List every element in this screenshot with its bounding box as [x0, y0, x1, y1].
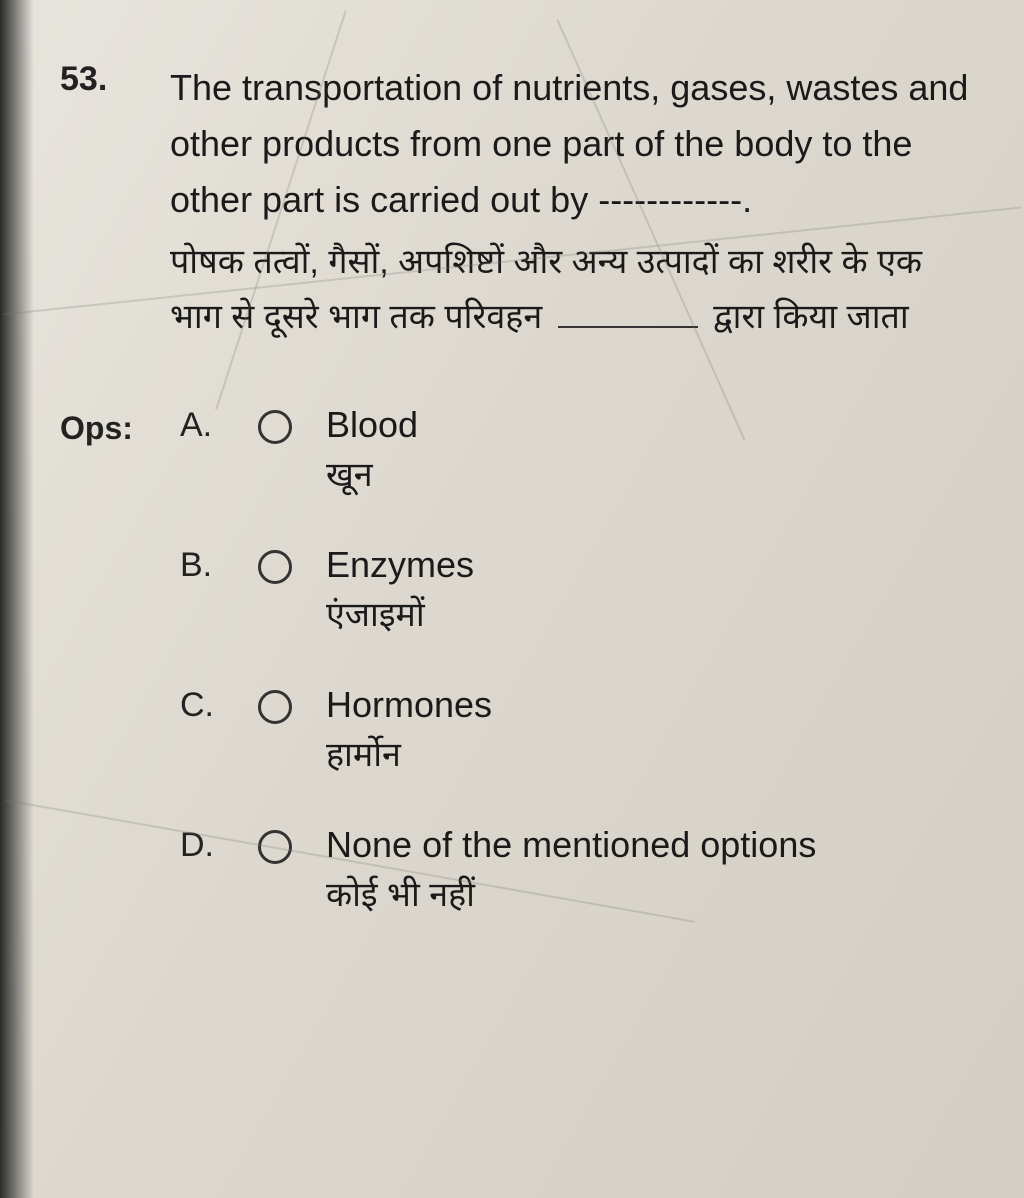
option-letter: A.: [180, 404, 224, 445]
radio-icon[interactable]: [258, 830, 292, 864]
option-c[interactable]: C. Hormones हार्मोन: [180, 684, 816, 776]
question-text-english: The transportation of nutrients, gases, …: [170, 60, 974, 227]
option-english: Hormones: [326, 684, 492, 726]
option-english: None of the mentioned options: [326, 824, 816, 866]
fill-blank: [558, 297, 698, 328]
option-hindi: हार्मोन: [326, 730, 492, 776]
option-english: Blood: [326, 404, 418, 446]
question-page: 53. The transportation of nutrients, gas…: [0, 0, 1024, 956]
option-a[interactable]: A. Blood खून: [180, 404, 816, 496]
question-number: 53.: [60, 60, 120, 99]
option-text: Hormones हार्मोन: [326, 684, 492, 776]
option-letter: D.: [180, 824, 224, 865]
radio-icon[interactable]: [258, 410, 292, 444]
option-hindi: कोई भी नहीं: [326, 870, 816, 916]
question-hindi-post: द्वारा किया जाता: [713, 298, 909, 336]
option-d[interactable]: D. None of the mentioned options कोई भी …: [180, 824, 816, 916]
option-hindi: एंजाइमों: [326, 590, 474, 636]
option-letter: B.: [180, 544, 224, 585]
option-hindi: खून: [326, 450, 418, 496]
option-letter: C.: [180, 684, 224, 725]
question-block: 53. The transportation of nutrients, gas…: [60, 60, 974, 344]
options-list: A. Blood खून B. Enzymes एंजाइमों C.: [180, 404, 816, 916]
options-section: Ops: A. Blood खून B. Enzymes एंजाइमों C: [60, 404, 974, 916]
option-text: Blood खून: [326, 404, 418, 496]
radio-icon[interactable]: [258, 550, 292, 584]
radio-icon[interactable]: [258, 690, 292, 724]
option-english: Enzymes: [326, 544, 474, 586]
option-text: None of the mentioned options कोई भी नही…: [326, 824, 816, 916]
option-b[interactable]: B. Enzymes एंजाइमों: [180, 544, 816, 636]
option-text: Enzymes एंजाइमों: [326, 544, 474, 636]
question-text-hindi: पोषक तत्वों, गैसों, अपशिष्टों और अन्य उत…: [170, 235, 974, 344]
options-label: Ops:: [60, 404, 140, 447]
question-text: The transportation of nutrients, gases, …: [170, 60, 974, 344]
